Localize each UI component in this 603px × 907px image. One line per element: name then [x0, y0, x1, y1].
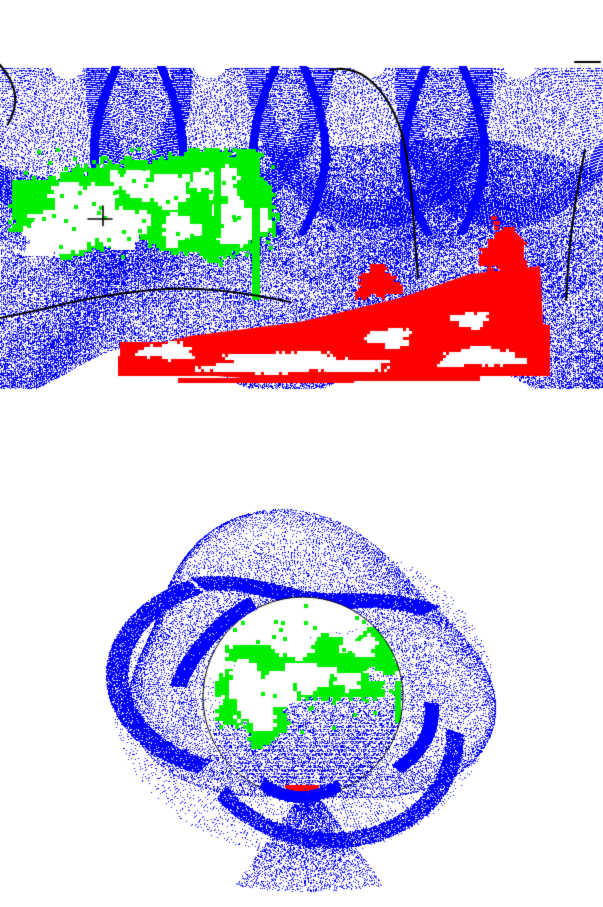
equirectangular-map-panel — [0, 0, 603, 420]
map-field-line-canvas — [0, 0, 603, 420]
globe-field-line-canvas — [0, 420, 603, 907]
three-d-flux-surface-panel — [0, 420, 603, 907]
